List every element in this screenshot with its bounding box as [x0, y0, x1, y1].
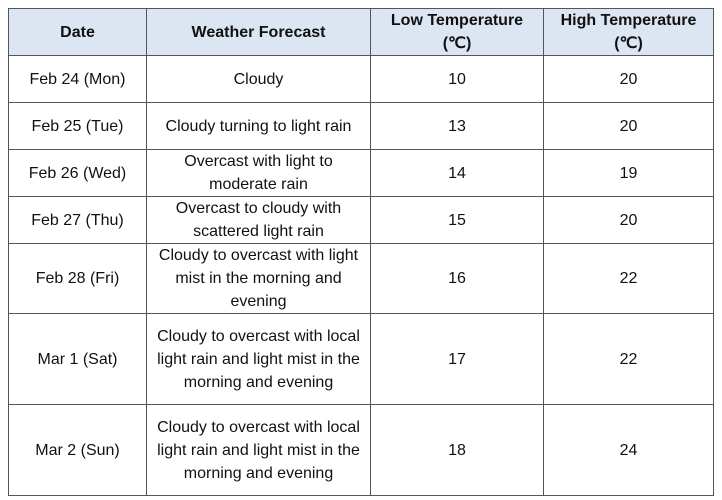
header-line: High Temperature — [560, 12, 697, 29]
table-cell: Mar 1 (Sat) — [8, 313, 147, 405]
table-cell: 15 — [370, 196, 544, 244]
table-cell: 17 — [370, 313, 544, 405]
table-cell: 24 — [543, 404, 714, 496]
table-cell: 16 — [370, 243, 544, 314]
header-cell: Low Temperature (℃) — [370, 8, 544, 56]
table-cell: Overcast with light to moderate rain — [146, 149, 371, 197]
table-cell: Cloudy turning to light rain — [146, 102, 371, 150]
table-row: Feb 26 (Wed) Overcast with light to moder… — [8, 149, 714, 197]
header-line: (℃) — [442, 35, 472, 52]
table-cell: Feb 24 (Mon) — [8, 55, 147, 103]
table-cell: Feb 26 (Wed) — [8, 149, 147, 197]
table-cell: 20 — [543, 196, 714, 244]
table-row: Mar 2 (Sun) Cloudy to overcast with local… — [8, 404, 714, 496]
table-cell: Feb 27 (Thu) — [8, 196, 147, 244]
table-cell: 14 — [370, 149, 544, 197]
header-cell: Weather Forecast — [146, 8, 371, 56]
table-row: Mar 1 (Sat) Cloudy to overcast with local… — [8, 313, 714, 405]
table-row: Feb 24 (Mon) Cloudy 10 20 — [8, 55, 714, 103]
table-header: Date Weather Forecast Low Temperature (℃) Hi… — [8, 8, 714, 56]
table-row: Feb 25 (Tue) Cloudy turning to light rain… — [8, 102, 714, 150]
table-cell: 13 — [370, 102, 544, 150]
table-cell: Cloudy to overcast with light mist in th… — [146, 243, 371, 314]
table-cell: 22 — [543, 243, 714, 314]
forecast-table: Date Weather Forecast Low Temperature (℃) Hi… — [8, 8, 714, 496]
header-line: (℃) — [614, 35, 643, 52]
table-cell: Cloudy — [146, 55, 371, 103]
table-cell: 22 — [543, 313, 714, 405]
header-cell: High Temperature (℃) — [543, 8, 714, 56]
table-cell: Cloudy to overcast with local light rain… — [146, 404, 371, 496]
header-line: Low Temperature — [390, 12, 524, 29]
table-row: Feb 27 (Thu) Overcast to cloudy with scat… — [8, 196, 714, 244]
table-cell: Mar 2 (Sun) — [8, 404, 147, 496]
header-row: Date Weather Forecast Low Temperature (℃) Hi… — [8, 8, 714, 56]
table-cell: Feb 28 (Fri) — [8, 243, 147, 314]
table-cell: Cloudy to overcast with local light rain… — [146, 313, 371, 405]
header-cell: Date — [8, 8, 147, 56]
table-cell: 10 — [370, 55, 544, 103]
table-body: Feb 24 (Mon) Cloudy 10 20 Feb 25 (Tue) Cloudy… — [8, 55, 714, 496]
table-row: Feb 28 (Fri) Cloudy to overcast with ligh… — [8, 243, 714, 314]
table-cell: 18 — [370, 404, 544, 496]
table-cell: 20 — [543, 55, 714, 103]
table-cell: 20 — [543, 102, 714, 150]
table-cell: 19 — [543, 149, 714, 197]
table-cell: Overcast to cloudy with scattered light … — [146, 196, 371, 244]
table-cell: Feb 25 (Tue) — [8, 102, 147, 150]
